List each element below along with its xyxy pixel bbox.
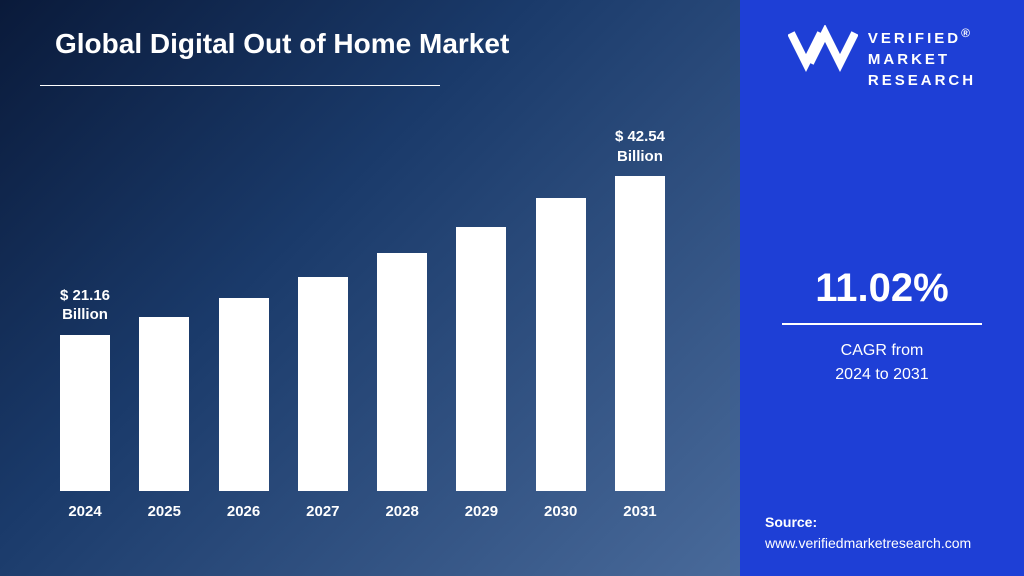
cagr-underline bbox=[782, 323, 982, 325]
cagr-percentage: 11.02% bbox=[815, 266, 948, 311]
title-underline bbox=[40, 85, 440, 86]
first-bar-value-label: $ 21.16Billion bbox=[45, 286, 125, 325]
x-axis-label: 2026 bbox=[214, 503, 274, 520]
chart-panel: Global Digital Out of Home Market $ 21.1… bbox=[0, 0, 740, 576]
bar bbox=[298, 277, 348, 491]
source-label: Source: bbox=[765, 512, 971, 533]
cagr-description: CAGR from 2024 to 2031 bbox=[835, 339, 928, 387]
brand-line2: MARKET bbox=[868, 49, 976, 70]
bar bbox=[377, 253, 427, 491]
bar-wrapper: $ 21.16Billion bbox=[55, 335, 115, 491]
brand-text: VERIFIED® MARKET RESEARCH bbox=[868, 25, 976, 91]
cagr-line1: CAGR from bbox=[835, 339, 928, 363]
brand-line1: VERIFIED bbox=[868, 30, 961, 47]
bar bbox=[456, 227, 506, 491]
source-citation: Source: www.verifiedmarketresearch.com bbox=[765, 512, 971, 554]
bar-wrapper bbox=[134, 317, 194, 491]
bar bbox=[536, 198, 586, 491]
source-url: www.verifiedmarketresearch.com bbox=[765, 533, 971, 554]
bar bbox=[139, 317, 189, 491]
bar-wrapper bbox=[372, 253, 432, 491]
bar bbox=[60, 335, 110, 491]
bars-container: $ 21.16Billion $ 42.54Billion bbox=[55, 136, 670, 491]
x-axis-label: 2025 bbox=[134, 503, 194, 520]
cagr-line2: 2024 to 2031 bbox=[835, 363, 928, 387]
x-axis-label: 2029 bbox=[451, 503, 511, 520]
x-axis-labels: 2024 2025 2026 2027 2028 2029 2030 2031 bbox=[55, 503, 670, 520]
bar-wrapper: $ 42.54Billion bbox=[610, 176, 670, 491]
bar-wrapper bbox=[451, 227, 511, 491]
bar bbox=[615, 176, 665, 491]
x-axis-label: 2030 bbox=[531, 503, 591, 520]
x-axis-label: 2028 bbox=[372, 503, 432, 520]
bar-wrapper bbox=[214, 298, 274, 491]
bar-wrapper bbox=[531, 198, 591, 491]
x-axis-label: 2031 bbox=[610, 503, 670, 520]
logo-icon bbox=[788, 25, 858, 75]
x-axis-label: 2027 bbox=[293, 503, 353, 520]
chart-title: Global Digital Out of Home Market bbox=[55, 28, 509, 60]
x-axis-label: 2024 bbox=[55, 503, 115, 520]
bar-chart: $ 21.16Billion$ 42.54Billion 20242025202… bbox=[55, 136, 670, 531]
infographic-container: Global Digital Out of Home Market $ 21.1… bbox=[0, 0, 1024, 576]
stats-panel: VERIFIED® MARKET RESEARCH 11.02% CAGR fr… bbox=[740, 0, 1024, 576]
registered-mark: ® bbox=[961, 26, 973, 40]
last-bar-value-label: $ 42.54Billion bbox=[600, 127, 680, 166]
bar bbox=[219, 298, 269, 491]
brand-line3: RESEARCH bbox=[868, 70, 976, 91]
bar-wrapper bbox=[293, 277, 353, 491]
brand-logo: VERIFIED® MARKET RESEARCH bbox=[788, 25, 976, 91]
